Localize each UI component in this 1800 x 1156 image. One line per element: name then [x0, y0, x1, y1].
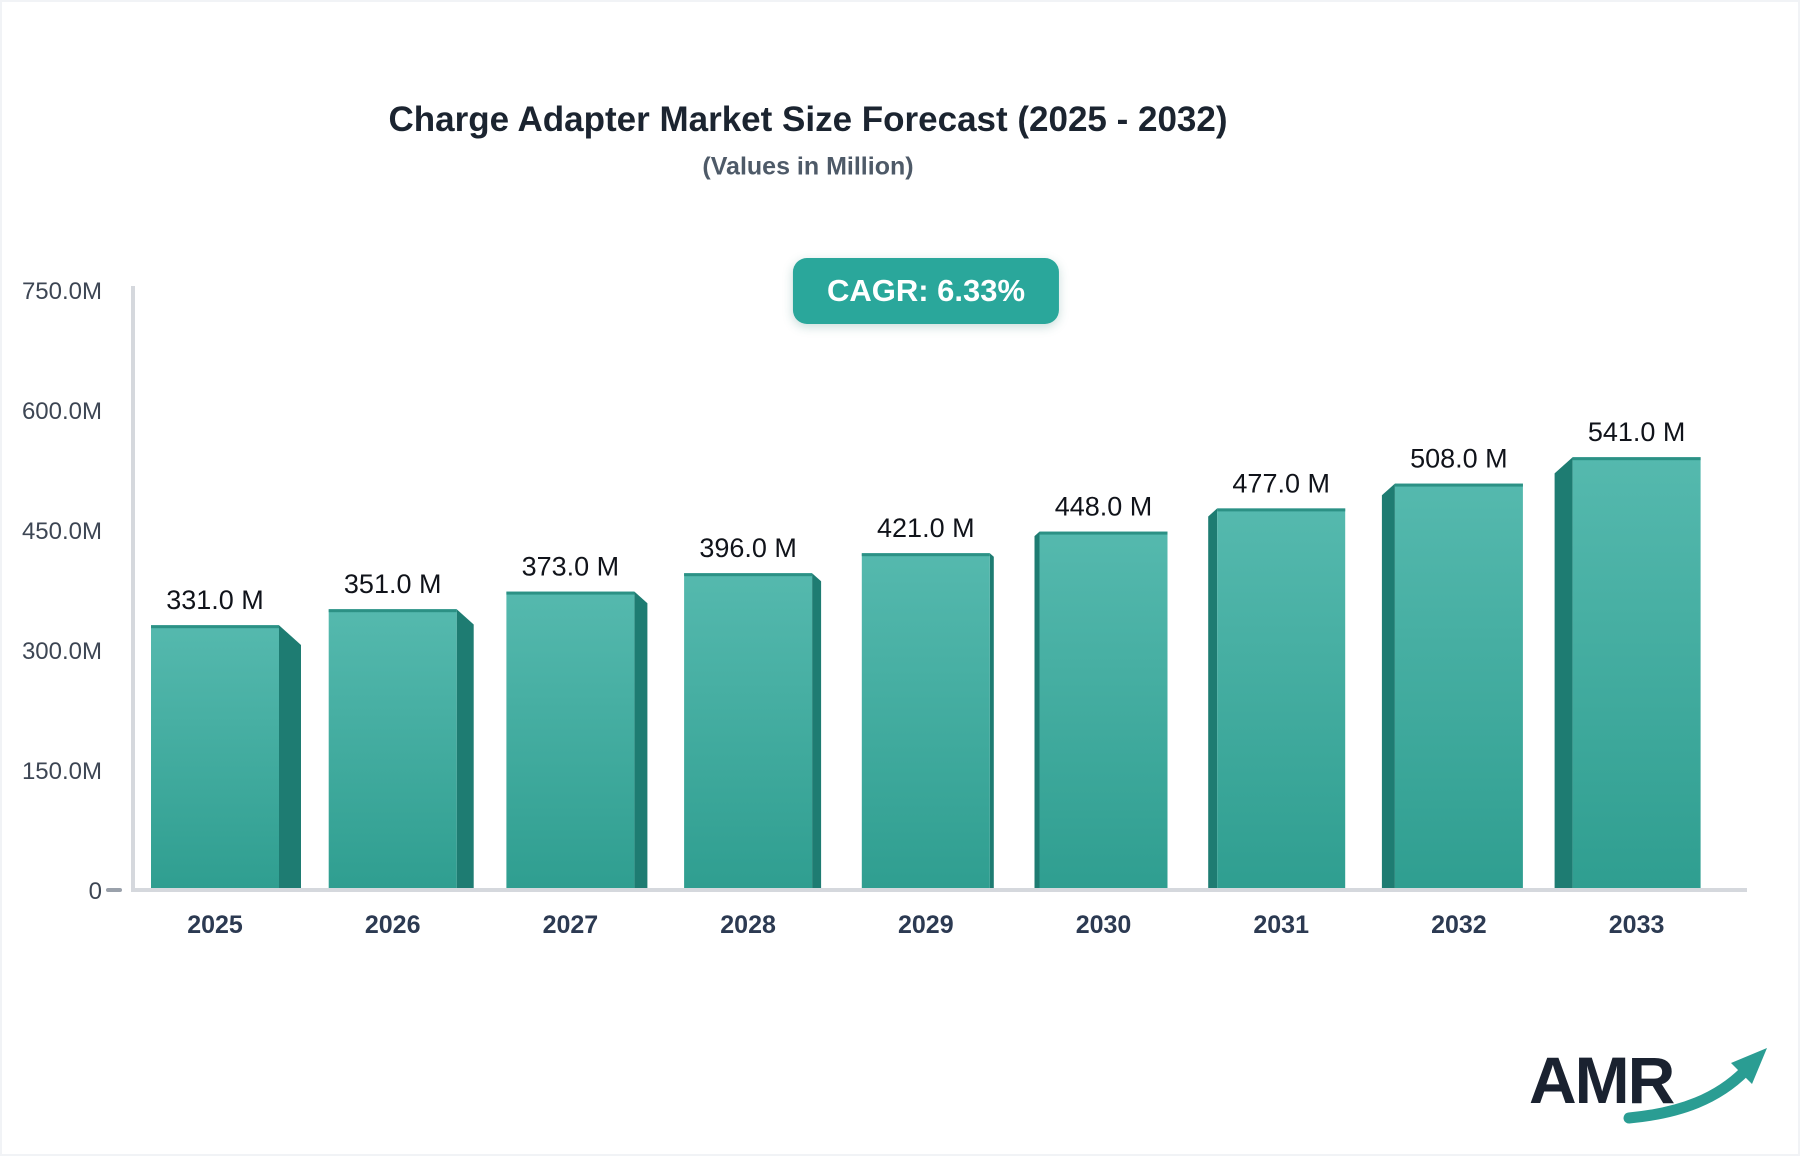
bar-2032 [1394, 483, 1523, 890]
amr-logo-text: AMR [1529, 1043, 1675, 1117]
bar-value-label: 477.0 M [1232, 468, 1330, 498]
bar-top-edge [861, 553, 990, 557]
x-axis-label: 2026 [365, 911, 421, 939]
bar-value-label: 541.0 M [1588, 417, 1686, 447]
y-tick-label: 0 [89, 878, 102, 905]
bar-side-face [1554, 457, 1573, 890]
x-axis-label: 2033 [1609, 911, 1665, 939]
x-axis-label: 2025 [187, 911, 243, 939]
bar-2029 [861, 553, 990, 890]
y-tick-label: 450.0M [22, 518, 102, 545]
bar-2031 [1217, 508, 1346, 890]
bar-value-label: 331.0 M [166, 585, 264, 615]
bar-side-face [456, 609, 474, 890]
amr-logo: AMR [1529, 1042, 1789, 1142]
x-axis-line [131, 888, 1747, 892]
bar-2028 [684, 573, 813, 890]
cagr-badge-label: CAGR: 6.33% [826, 273, 1026, 308]
bar-top-edge [1217, 508, 1346, 512]
bar-value-label: 448.0 M [1055, 492, 1153, 522]
bar-value-label: 396.0 M [699, 533, 797, 563]
x-axis-label: 2027 [543, 911, 599, 939]
y-tick-label: 600.0M [22, 398, 102, 425]
bar-side-face [279, 625, 301, 890]
y-tick-label: 750.0M [22, 278, 102, 305]
bar-top-edge [1394, 483, 1523, 487]
bar-2030 [1039, 531, 1168, 890]
bar-value-label: 421.0 M [877, 513, 975, 543]
bar-top-edge [506, 591, 635, 595]
bar-side-face [1208, 508, 1218, 890]
x-axis-label: 2031 [1253, 911, 1309, 939]
cagr-badge: CAGR: 6.33% [792, 258, 1060, 324]
bar-side-face [1381, 483, 1395, 890]
bar-2027 [506, 591, 635, 890]
bar-top-edge [328, 609, 457, 613]
bar-2025 [151, 625, 279, 890]
bar-top-edge [1572, 457, 1701, 461]
bar-top-edge [1039, 531, 1168, 535]
x-axis-label: 2029 [898, 911, 954, 939]
x-axis-label: 2028 [720, 911, 776, 939]
bar-value-label: 508.0 M [1410, 444, 1508, 474]
bar-top-edge [151, 625, 279, 629]
bar-side-face [989, 553, 994, 890]
y-tick-label: 150.0M [22, 758, 102, 785]
chart-subtitle: (Values in Million) [702, 152, 914, 181]
bar-value-label: 351.0 M [344, 569, 442, 599]
bar-value-label: 373.0 M [522, 552, 620, 582]
bar-side-face [812, 573, 822, 890]
x-axis-label: 2032 [1431, 911, 1487, 939]
bar-side-face [634, 591, 648, 890]
x-axis-label: 2030 [1076, 911, 1132, 939]
y-tick-label: 300.0M [22, 638, 102, 665]
y-axis-line [131, 286, 135, 892]
bar-2026 [328, 609, 457, 890]
zero-tick-dash [106, 888, 122, 892]
bar-side-face [1034, 531, 1040, 890]
trend-up-arrow-icon [1623, 1048, 1767, 1124]
chart-title: Charge Adapter Market Size Forecast (202… [388, 100, 1228, 139]
bar-top-edge [684, 573, 813, 577]
bar-2033 [1572, 457, 1701, 890]
